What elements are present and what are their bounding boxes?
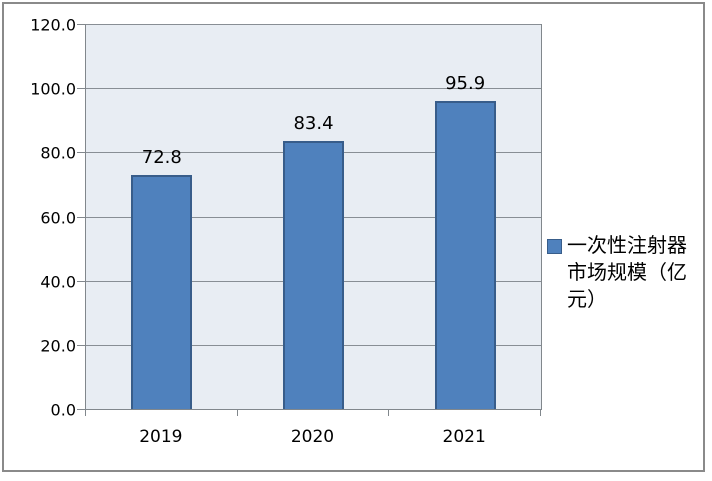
gridline <box>86 24 541 25</box>
bar-data-label: 95.9 <box>445 73 486 95</box>
bar <box>131 175 193 409</box>
legend-label: 一次性注射器 市场规模（亿 元） <box>567 232 687 313</box>
chart-frame: 72.8 83.4 95.9 0.0 20.0 40.0 60.0 80.0 100.0 120… <box>2 2 705 472</box>
bar <box>283 141 344 409</box>
x-axis-tick <box>540 410 541 416</box>
y-axis-tick <box>77 280 85 282</box>
y-axis-tick <box>77 24 85 25</box>
y-axis-tick-label: 20.0 <box>40 336 76 356</box>
legend-marker <box>547 239 562 254</box>
y-axis-tick-label: 40.0 <box>40 272 76 292</box>
legend-label-line: 元） <box>567 287 607 311</box>
y-axis-tick <box>77 152 85 154</box>
x-axis-tick <box>236 410 238 416</box>
y-axis-tick-label: 80.0 <box>40 143 76 163</box>
y-axis-tick-label: 120.0 <box>30 15 76 35</box>
y-axis-tick-label: 60.0 <box>40 208 76 227</box>
legend-label-line: 市场规模（亿 <box>567 260 687 284</box>
bar-data-label: 83.4 <box>293 113 334 135</box>
plot-area: 72.8 83.4 95.9 <box>85 24 542 410</box>
y-axis-tick-label: 0.0 <box>50 400 76 420</box>
x-axis-category-label: 2021 <box>442 427 486 447</box>
bar <box>434 101 496 409</box>
x-axis-tick <box>388 410 390 416</box>
x-axis-category-label: 2019 <box>139 427 183 447</box>
y-axis-tick <box>77 216 85 218</box>
gridline <box>86 88 541 90</box>
x-axis-tick <box>85 410 86 416</box>
legend: 一次性注射器 市场规模（亿 元） <box>547 232 703 313</box>
y-axis-tick-label: 100.0 <box>30 79 76 99</box>
y-axis-tick <box>77 344 85 346</box>
y-axis-tick <box>77 409 85 410</box>
x-axis-category-label: 2020 <box>290 427 335 447</box>
bar-data-label: 72.8 <box>141 147 182 169</box>
legend-label-line: 一次性注射器 <box>567 233 687 257</box>
y-axis-tick <box>77 88 85 90</box>
